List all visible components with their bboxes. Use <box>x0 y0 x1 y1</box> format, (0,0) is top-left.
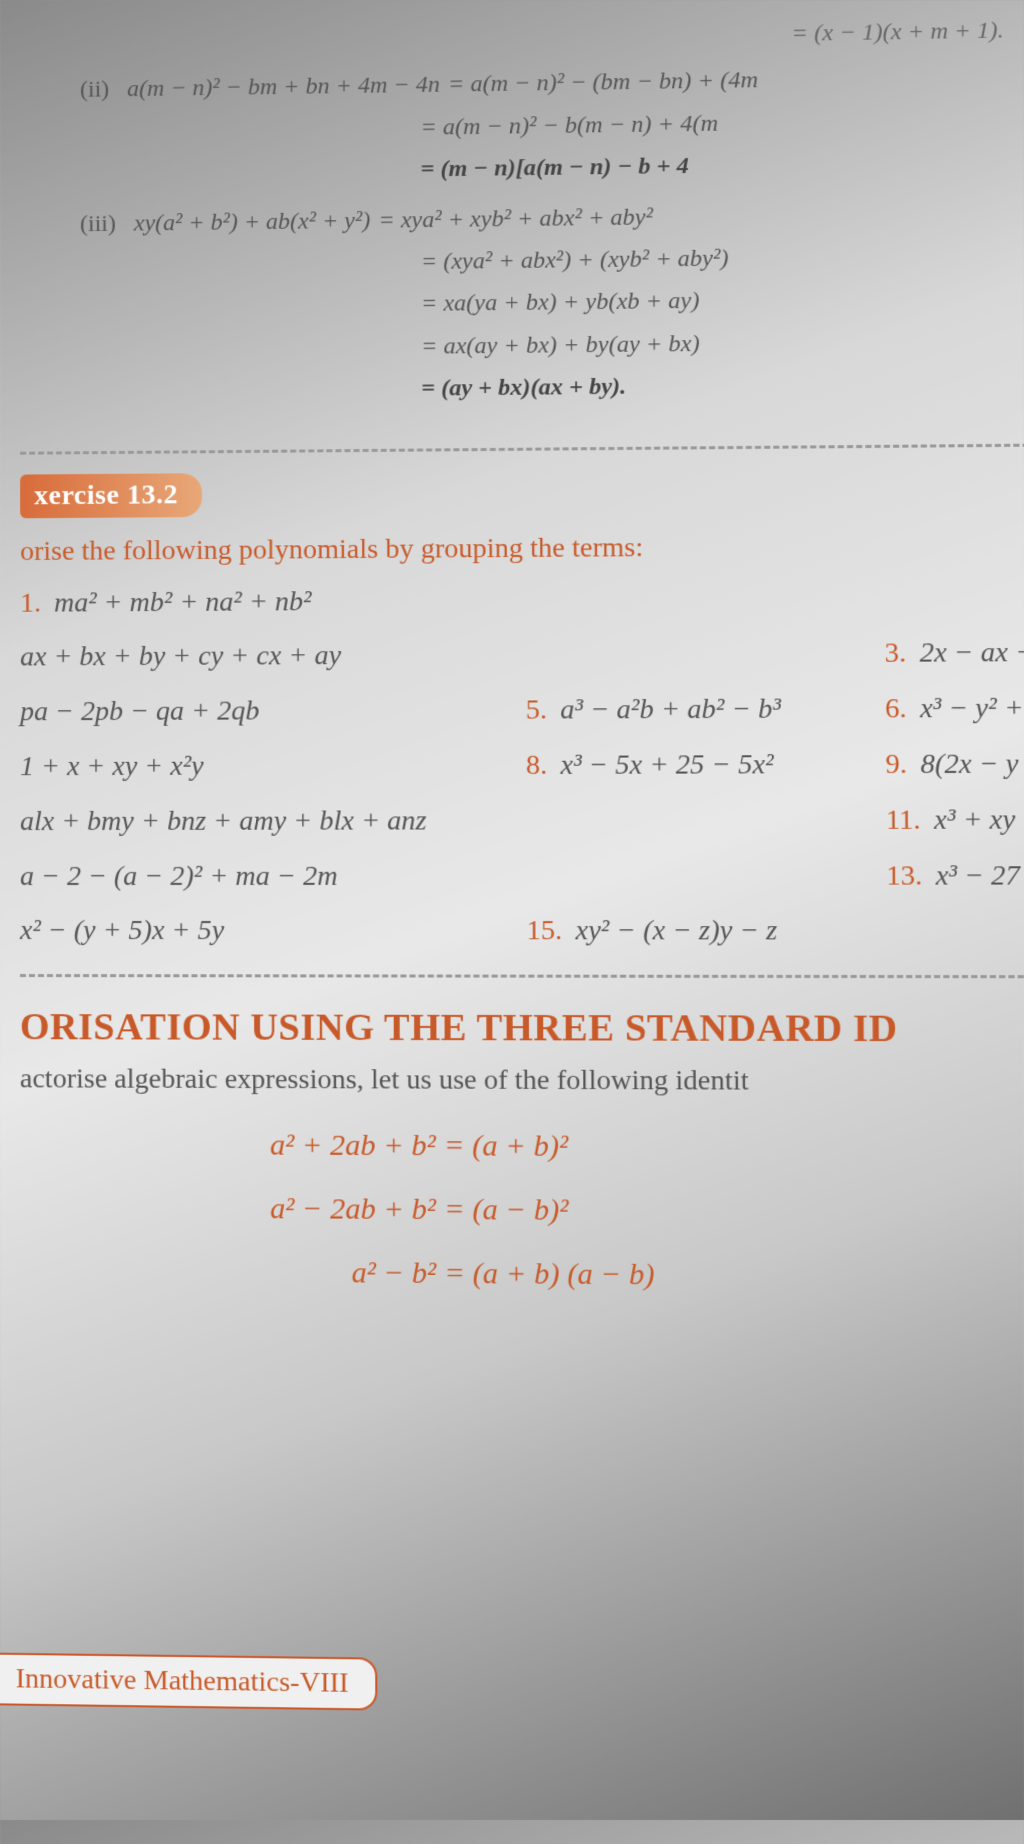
problem-num-13: 13. <box>886 860 922 891</box>
identities-block: a² + 2ab + b² = (a + b)² a² − 2ab + b² =… <box>20 1116 1024 1307</box>
identity-1-right: = (a + b)² <box>444 1117 1024 1177</box>
example-iii-lhs: xy(a² + b²) + ab(x² + y²) <box>134 207 371 236</box>
problem-1: ma² + mb² + na² + nb² <box>54 586 312 618</box>
problem-num-15: 15. <box>526 915 562 946</box>
example-ii-line-1: = a(m − n)² − (bm − bn) + (4m <box>448 58 1024 105</box>
worked-examples: (ii) a(m − n)² − bm + bn + 4m − 4n = a(m… <box>20 58 1024 412</box>
problem-num-5: 5. <box>526 695 547 726</box>
problem-8: x³ − 5x + 25 − 5x² <box>560 749 773 781</box>
problem-7: 1 + x + xy + x²y <box>20 751 204 782</box>
example-iii-line-2: = (xya² + abx²) + (xyb² + aby²) <box>421 236 1024 281</box>
identity-2-left: a² − 2ab + b² <box>161 1179 445 1238</box>
problem-9: 8(2x − y <box>920 748 1018 780</box>
problem-num-3: 3. <box>884 638 906 669</box>
problem-14: x² − (y + 5)x + 5y <box>20 915 224 946</box>
problem-4: pa − 2pb − qa + 2qb <box>20 696 259 728</box>
problem-11: x³ + xy <box>934 804 1015 836</box>
example-iii-line-3: = xa(ya + bx) + yb(xb + ay) <box>421 279 1024 324</box>
problem-num-11: 11. <box>886 804 921 835</box>
example-ii-lhs: a(m − n)² − bm + bn + 4m − 4n <box>127 72 440 102</box>
problem-15: xy² − (x − z)y − z <box>575 915 777 946</box>
section-intro-text: actorise algebraic expressions, let us u… <box>20 1063 1024 1098</box>
example-label-ii: (ii) <box>80 77 109 103</box>
problem-10: alx + bmy + bnz + amy + blx + anz <box>20 805 427 837</box>
problem-5: a³ − a²b + ab² − b³ <box>560 694 781 726</box>
section-title: ORISATION USING THE THREE STANDARD ID <box>20 1005 1024 1052</box>
identity-3-left: a² − b² <box>161 1243 445 1302</box>
divider-1 <box>20 443 1024 454</box>
example-iii-line-5: = (ay + bx)(ax + by). <box>421 364 1024 408</box>
identity-1-left: a² + 2ab + b² <box>161 1116 444 1175</box>
divider-2 <box>20 974 1024 978</box>
example-iii-line-1: = xya² + xyb² + abx² + aby² <box>378 193 1024 239</box>
example-label-iii: (iii) <box>80 211 116 237</box>
problem-num-8: 8. <box>526 750 547 781</box>
exercise-instruction: orise the following polynomials by group… <box>20 529 1024 567</box>
example-ii-line-2: = a(m − n)² − b(m − n) + 4(m <box>420 100 1024 147</box>
identity-3-right: = (a + b) (a − b) <box>444 1245 1024 1307</box>
problem-13: x³ − 27 <box>935 860 1020 892</box>
problem-num-1: 1. <box>20 587 41 618</box>
exercise-badge: xercise 13.2 <box>20 473 202 518</box>
partial-equation-top: = (x − 1)(x + m + 1). <box>20 11 1024 64</box>
identity-2-right: = (a − b)² <box>444 1181 1024 1242</box>
footer-book-title: Innovative Mathematics-VIII <box>0 1653 377 1711</box>
problem-3: 2x − ax − <box>919 637 1024 669</box>
example-ii-line-3: = (m − n)[a(m − n) − b + 4 <box>421 143 1024 189</box>
problem-2: ax + bx + by + cy + cx + ay <box>20 640 341 672</box>
problem-6: x³ − y² + <box>920 693 1024 725</box>
problems-list: 1. ma² + mb² + na² + nb² ax + bx + by + … <box>20 576 1024 955</box>
problem-num-9: 9. <box>885 749 907 780</box>
problem-12: a − 2 − (a − 2)² + ma − 2m <box>20 860 338 891</box>
problem-num-6: 6. <box>885 693 907 724</box>
example-iii-line-4: = ax(ay + bx) + by(ay + bx) <box>421 321 1024 366</box>
